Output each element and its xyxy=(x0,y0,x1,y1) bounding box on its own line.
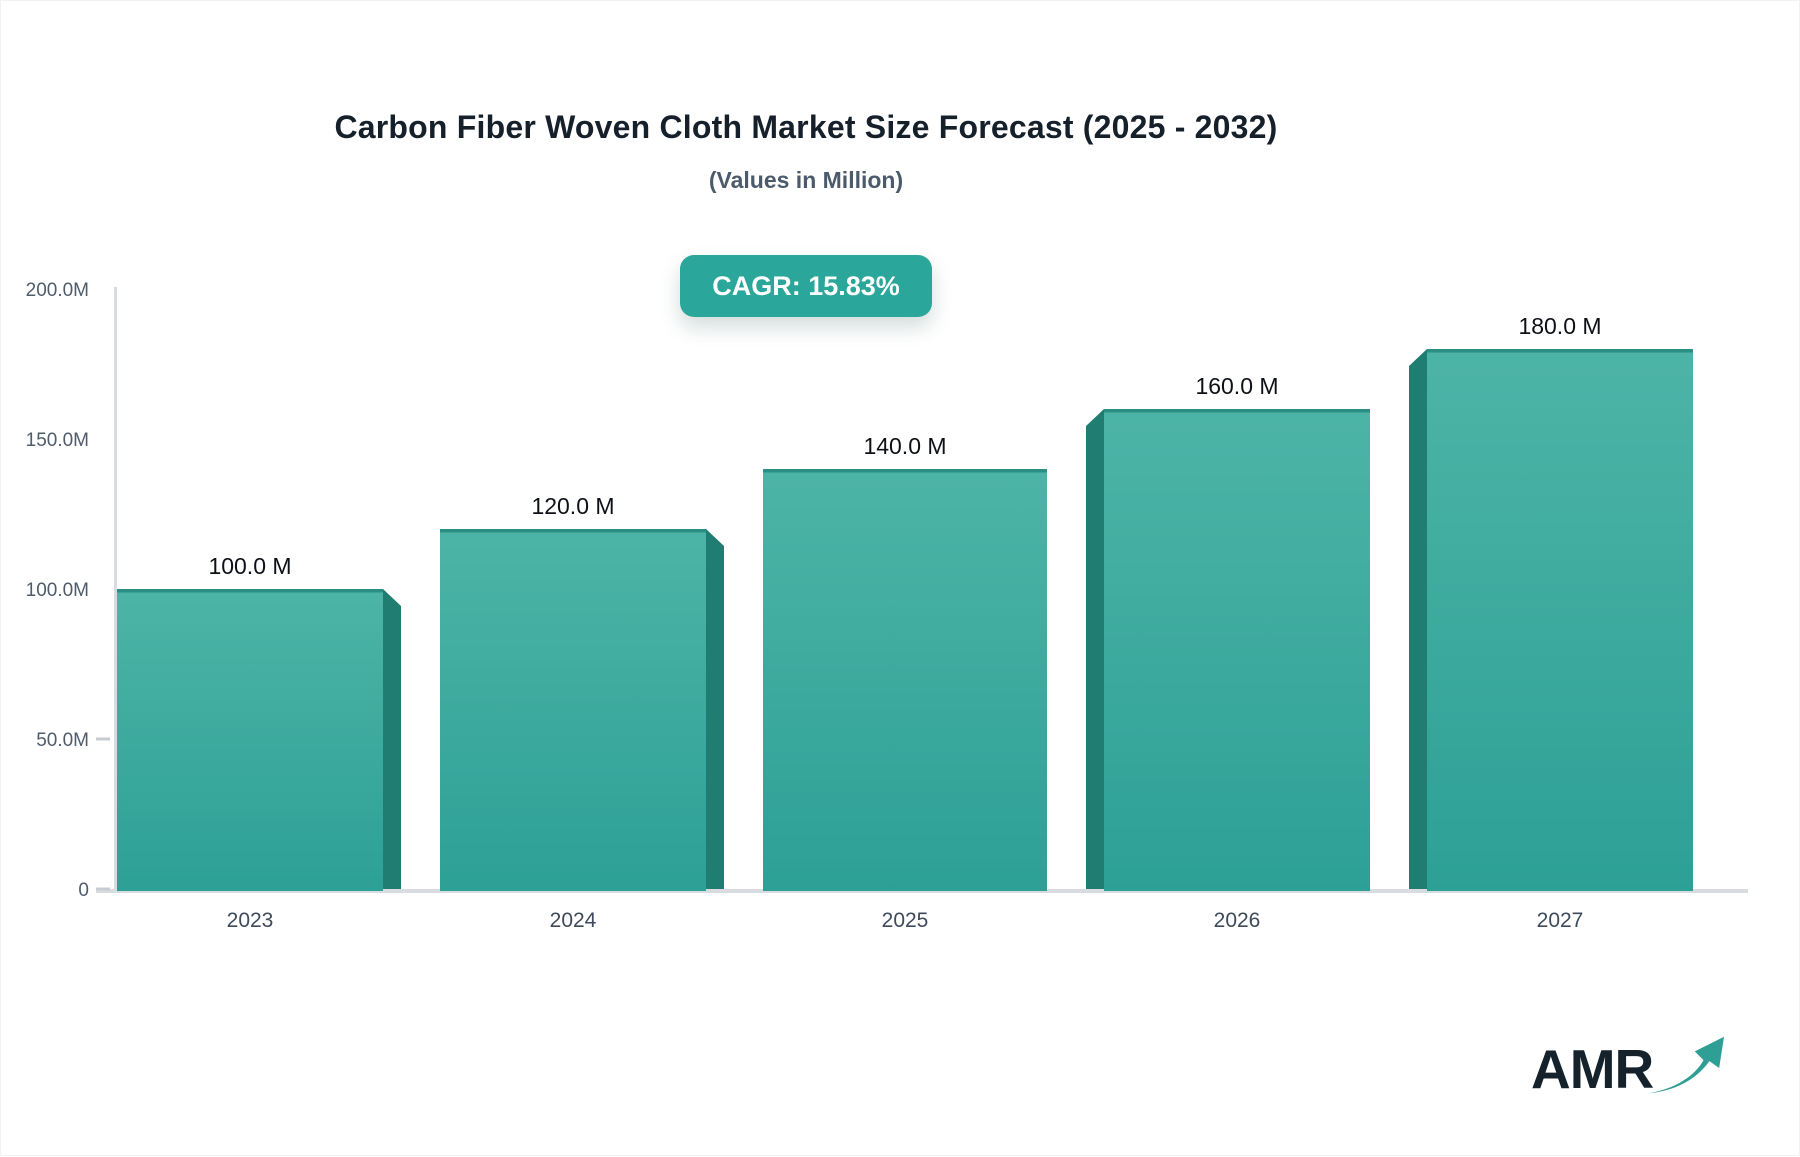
x-axis-label-2025: 2025 xyxy=(882,909,929,932)
bar-value-label: 120.0 M xyxy=(531,493,614,519)
y-tick-dash xyxy=(96,737,110,741)
amr-logo: AMR xyxy=(1531,1036,1725,1101)
bar-top-edge xyxy=(1104,409,1370,413)
cagr-badge: CAGR: 15.83% xyxy=(680,255,932,317)
bar-3d-side xyxy=(1086,409,1104,889)
y-axis-tick-label: 100.0M xyxy=(26,580,89,601)
x-axis-label-2024: 2024 xyxy=(550,909,597,932)
y-axis-tick-label: 0 xyxy=(78,880,89,901)
bar-value-label: 180.0 M xyxy=(1518,313,1601,339)
bar-3d-side xyxy=(1409,349,1427,889)
bar-group-2024: 120.0 M 2024 xyxy=(440,493,724,932)
bar-face-2026 xyxy=(1104,409,1370,891)
page-subtitle: (Values in Million) xyxy=(708,167,904,193)
amr-logo-text: AMR xyxy=(1531,1038,1654,1100)
x-axis-label-2027: 2027 xyxy=(1537,909,1584,932)
bar-group-2025: 140.0 M 2025 xyxy=(763,433,1047,932)
bar-group-2027: 180.0 M 2027 xyxy=(1409,313,1693,932)
bar-top-edge xyxy=(763,469,1047,473)
bar-group-2023: 100.0 M 2023 xyxy=(117,553,401,932)
bar-face-2025 xyxy=(763,469,1047,891)
bar-3d-side xyxy=(383,589,401,889)
bar-value-label: 100.0 M xyxy=(208,553,291,579)
bar-top-edge xyxy=(1427,349,1693,353)
cagr-badge-label: CAGR: 15.83% xyxy=(712,270,900,301)
y-axis-tick-label: 200.0M xyxy=(26,280,89,301)
y-axis-tick-label: 150.0M xyxy=(26,430,89,451)
bar-value-label: 160.0 M xyxy=(1195,373,1278,399)
bar-value-label: 140.0 M xyxy=(863,433,946,459)
bar-face-2023 xyxy=(117,589,383,891)
bar-group-2026: 160.0 M 2026 xyxy=(1086,373,1370,932)
bar-face-2024 xyxy=(440,529,706,891)
bar-face-2027 xyxy=(1427,349,1693,891)
x-axis-label-2026: 2026 xyxy=(1214,909,1261,932)
x-axis-label-2023: 2023 xyxy=(227,909,274,932)
bar-top-edge xyxy=(117,589,383,593)
page-title: Carbon Fiber Woven Cloth Market Size For… xyxy=(334,109,1278,145)
bar-top-edge xyxy=(440,529,706,533)
y-tick-dash xyxy=(96,887,110,891)
y-axis-line xyxy=(114,287,117,893)
bar-3d-side xyxy=(706,529,724,889)
growth-arrow-icon xyxy=(1649,1036,1725,1094)
y-axis-tick-label: 50.0M xyxy=(36,730,89,751)
